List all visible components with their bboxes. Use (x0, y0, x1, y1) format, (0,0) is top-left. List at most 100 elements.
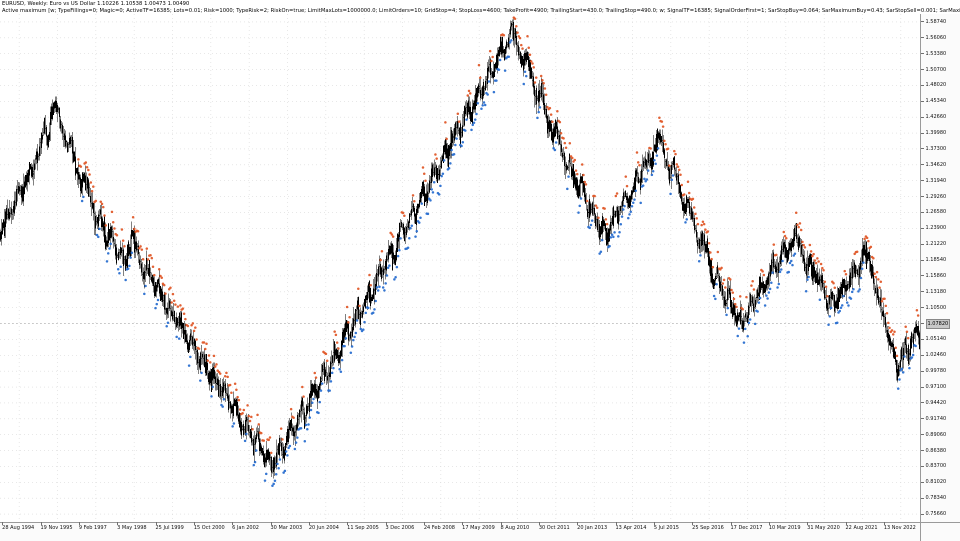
price-tick-label: 1.29260 (926, 193, 947, 201)
time-tick: 10 Mar 2019 (769, 525, 801, 532)
price-tick-mark (921, 291, 924, 292)
time-tick: 22 Aug 2021 (846, 525, 878, 532)
price-tick-label: 1.34620 (926, 161, 947, 169)
time-tick-label: 9 Feb 1997 (79, 525, 107, 531)
price-tick-mark (921, 387, 924, 388)
price-tick-mark (921, 69, 924, 70)
price-tick-label: 0.78340 (926, 494, 947, 502)
price-tick: 0.81020 (921, 478, 960, 486)
price-tick-mark (921, 450, 924, 451)
time-tick-label: 13 Apr 2014 (616, 525, 647, 531)
scale-corner (920, 522, 960, 541)
price-tick-label: 0.75660 (926, 510, 947, 518)
price-tick-label: 1.07820 (926, 319, 951, 329)
time-tick-mark (577, 522, 578, 525)
price-tick-mark (921, 101, 924, 102)
price-tick: 1.26580 (921, 208, 960, 216)
price-tick-label: 1.42660 (926, 113, 947, 121)
price-tick: 1.48020 (921, 81, 960, 89)
time-tick-mark (846, 522, 847, 525)
time-tick-label: 6 Jan 2002 (232, 525, 259, 531)
time-tick-label: 3 May 1998 (117, 525, 146, 531)
time-tick-mark (731, 522, 732, 525)
time-tick-label: 5 Jul 2015 (654, 525, 679, 531)
time-tick-mark (41, 522, 42, 525)
price-tick-mark (921, 148, 924, 149)
time-tick-label: 22 Aug 2021 (846, 525, 878, 531)
price-tick: 0.75660 (921, 510, 960, 518)
time-tick: 5 Jul 2015 (654, 525, 679, 532)
time-tick-label: 28 Aug 1994 (2, 525, 34, 531)
price-tick-mark (921, 275, 924, 276)
price-tick-label: 1.21220 (926, 240, 947, 248)
price-tick-mark (921, 212, 924, 213)
price-tick-mark (921, 260, 924, 261)
time-tick-mark (462, 522, 463, 525)
price-tick-mark (921, 402, 924, 403)
price-tick-mark (921, 498, 924, 499)
time-tick: 11 Sep 2005 (347, 525, 379, 532)
price-tick-mark (921, 117, 924, 118)
time-tick-mark (807, 522, 808, 525)
time-tick: 19 Nov 1995 (41, 525, 73, 532)
price-tick-label: 0.94420 (926, 399, 947, 407)
time-tick-label: 25 Jul 1999 (156, 525, 184, 531)
time-tick-label: 19 Nov 1995 (41, 525, 73, 531)
price-tick-label: 1.26580 (926, 208, 947, 216)
time-tick: 20 Jun 2004 (309, 525, 339, 532)
price-tick-mark (921, 85, 924, 86)
price-tick: 1.18540 (921, 256, 960, 264)
price-tick-mark (921, 53, 924, 54)
price-tick-label: 1.10500 (926, 304, 947, 312)
price-tick-label: 1.53380 (926, 50, 947, 58)
price-tick: 1.23900 (921, 224, 960, 232)
time-tick-label: 17 May 2009 (462, 525, 495, 531)
time-tick: 13 Apr 2014 (616, 525, 647, 532)
time-tick: 13 Nov 2022 (884, 525, 916, 532)
time-tick-label: 31 May 2020 (807, 525, 840, 531)
price-tick: 1.05140 (921, 335, 960, 343)
price-tick-mark (921, 323, 924, 324)
price-tick: 1.39980 (921, 129, 960, 137)
price-tick: 1.10500 (921, 304, 960, 312)
time-scale[interactable]: 28 Aug 1994 19 Nov 1995 9 Feb 1997 3 May 19… (0, 522, 960, 541)
price-tick-label: 1.50700 (926, 66, 947, 74)
time-tick-label: 24 Feb 2008 (424, 525, 455, 531)
price-tick: 1.56060 (921, 34, 960, 42)
time-tick-mark (347, 522, 348, 525)
time-tick: 9 Feb 1997 (79, 525, 107, 532)
price-tick-current: 1.07820 (921, 320, 960, 328)
price-tick: 1.34620 (921, 161, 960, 169)
time-tick-mark (271, 522, 272, 525)
price-tick-label: 1.37300 (926, 145, 947, 153)
time-tick-mark (117, 522, 118, 525)
price-tick-mark (921, 434, 924, 435)
time-tick: 30 Oct 2011 (539, 525, 570, 532)
time-tick-mark (654, 522, 655, 525)
price-tick-mark (921, 514, 924, 515)
time-tick: 3 May 1998 (117, 525, 146, 532)
price-tick: 1.21220 (921, 240, 960, 248)
price-tick-mark (921, 482, 924, 483)
chart-plot-area[interactable] (0, 14, 920, 522)
time-tick-mark (501, 522, 502, 525)
time-tick-label: 30 Oct 2011 (539, 525, 570, 531)
price-tick-label: 0.86380 (926, 447, 947, 455)
time-tick-mark (539, 522, 540, 525)
time-tick-mark (386, 522, 387, 525)
price-tick-label: 1.15860 (926, 272, 947, 280)
price-tick-label: 1.31940 (926, 177, 947, 185)
time-tick-mark (424, 522, 425, 525)
time-tick-label: 25 Sep 2016 (692, 525, 724, 531)
time-tick-mark (156, 522, 157, 525)
price-tick: 1.29260 (921, 193, 960, 201)
price-tick-mark (921, 133, 924, 134)
time-tick-label: 11 Sep 2005 (347, 525, 379, 531)
time-tick-label: 8 Aug 2010 (501, 525, 530, 531)
time-tick-mark (79, 522, 80, 525)
price-tick-mark (921, 228, 924, 229)
time-tick-label: 17 Dec 2017 (731, 525, 763, 531)
price-tick-label: 1.39980 (926, 129, 947, 137)
